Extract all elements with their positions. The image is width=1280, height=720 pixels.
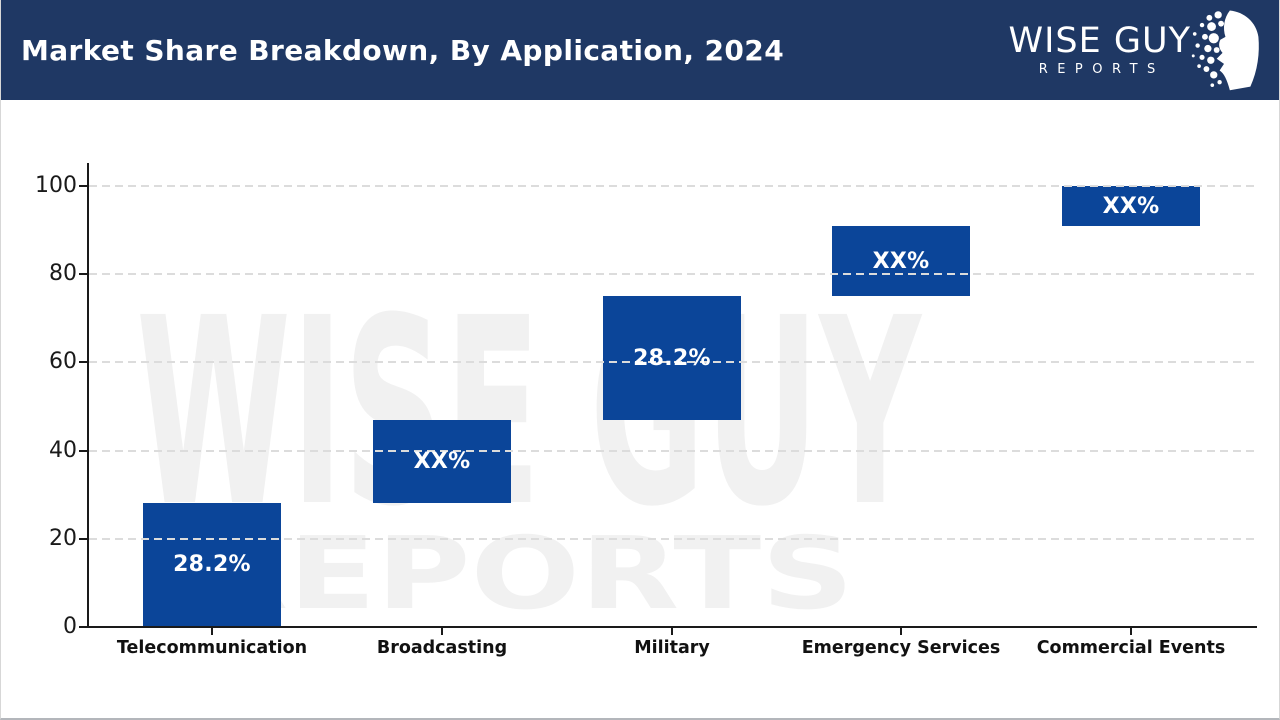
bar-value-label: 28.2%: [633, 345, 711, 371]
gridline: [89, 449, 1257, 452]
gridline: [89, 273, 1257, 275]
y-axis-tick-label: 100: [35, 172, 77, 198]
y-axis-tick-label: 20: [49, 525, 77, 551]
x-axis-tick-mark: [671, 628, 673, 635]
header-bar: Market Share Breakdown, By Application, …: [1, 0, 1279, 100]
x-axis-category-label: Broadcasting: [376, 638, 508, 658]
y-axis-tick-mark: [79, 449, 88, 452]
bar-value-label: XX%: [1102, 193, 1160, 219]
gridline: [89, 184, 1257, 187]
y-axis-tick-mark: [79, 537, 88, 540]
x-axis-line: [87, 626, 1257, 628]
x-axis-category-label: Military: [634, 638, 710, 658]
y-axis-tick-mark: [79, 626, 88, 628]
wiseguy-logo: WISE GUY REPORTS: [1008, 9, 1261, 91]
y-axis-line: [87, 163, 89, 628]
x-axis-tick-mark: [211, 628, 213, 635]
bar-value-label: XX%: [413, 449, 471, 475]
y-axis-tick-mark: [79, 361, 88, 364]
gridline: [89, 537, 1257, 540]
y-axis-tick-label: 60: [49, 349, 77, 375]
bar-segment: [832, 226, 970, 297]
y-axis-tick-label: 80: [49, 261, 77, 286]
x-axis-tick-mark: [900, 628, 902, 635]
bar-segment: [1062, 185, 1200, 227]
y-axis-tick-label: 40: [49, 437, 77, 463]
x-axis-category-label: Telecommunication: [116, 638, 308, 658]
logo-text: WISE GUY REPORTS: [1008, 21, 1191, 77]
bar-segment: [603, 296, 741, 421]
x-axis-tick-mark: [441, 628, 443, 635]
x-axis-category-label: Emergency Services: [801, 638, 1001, 658]
bar-value-label: XX%: [872, 248, 930, 274]
x-axis-tick-mark: [1130, 628, 1132, 635]
watermark-line2: REPORTS: [189, 515, 854, 632]
y-axis-tick-mark: [79, 184, 88, 187]
y-axis-tick-label: 0: [63, 614, 77, 639]
logo-subtitle: REPORTS: [1038, 62, 1165, 77]
bar-segment: [373, 420, 511, 503]
x-axis-category-label: Commercial Events: [1036, 638, 1226, 658]
gridline: [89, 361, 1257, 364]
y-axis-tick-mark: [79, 273, 88, 275]
bar-value-label: 28.2%: [173, 552, 251, 578]
logo-name: WISE GUY: [1008, 21, 1191, 61]
chart-title: Market Share Breakdown, By Application, …: [21, 33, 785, 67]
bar-segment: [143, 502, 281, 627]
